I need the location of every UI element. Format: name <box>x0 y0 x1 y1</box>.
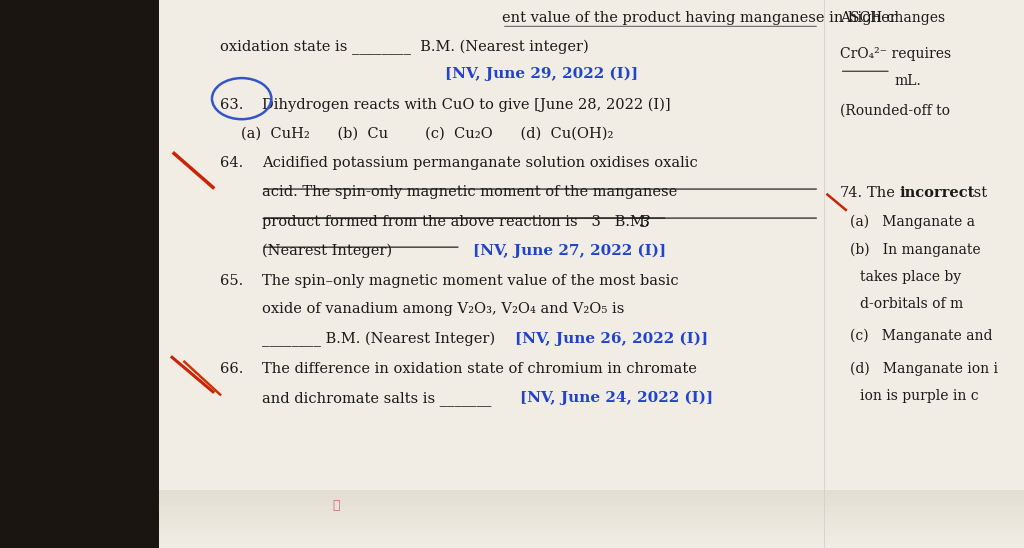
Text: 66.: 66. <box>220 362 244 376</box>
Bar <box>165 0 168 548</box>
Bar <box>162 0 165 548</box>
Bar <box>217 0 220 548</box>
Text: [NV, June 26, 2022 (I)]: [NV, June 26, 2022 (I)] <box>515 332 709 346</box>
Text: 3: 3 <box>640 214 650 231</box>
Text: 64.: 64. <box>220 156 244 170</box>
Text: (a)   Manganate a: (a) Manganate a <box>850 215 975 229</box>
Bar <box>214 0 217 548</box>
Bar <box>177 0 180 548</box>
Bar <box>159 521 1024 525</box>
Bar <box>159 506 1024 510</box>
Text: 65.: 65. <box>220 274 244 288</box>
Bar <box>186 0 189 548</box>
Bar <box>208 0 211 548</box>
Bar <box>159 517 1024 521</box>
Bar <box>159 536 1024 540</box>
Text: The: The <box>867 186 900 201</box>
Bar <box>171 0 174 548</box>
Bar <box>180 0 183 548</box>
Text: 74.: 74. <box>840 186 863 201</box>
Bar <box>159 490 1024 494</box>
Bar <box>159 513 1024 517</box>
Text: st: st <box>969 186 987 201</box>
Text: ion is purple in c: ion is purple in c <box>860 389 979 403</box>
Text: CrO₄²⁻ requires: CrO₄²⁻ requires <box>840 47 951 61</box>
Text: The difference in oxidation state of chromium in chromate: The difference in oxidation state of chr… <box>262 362 697 376</box>
Bar <box>189 0 193 548</box>
Text: The spin–only magnetic moment value of the most basic: The spin–only magnetic moment value of t… <box>262 274 679 288</box>
Bar <box>202 0 205 548</box>
Bar <box>193 0 196 548</box>
Text: (a)  CuH₂      (b)  Cu        (c)  Cu₂O      (d)  Cu(OH)₂: (a) CuH₂ (b) Cu (c) Cu₂O (d) Cu(OH)₂ <box>241 127 613 141</box>
Bar <box>159 525 1024 529</box>
Bar <box>159 0 162 548</box>
Text: Dihydrogen reacts with CuO to give [June 28, 2022 (I)]: Dihydrogen reacts with CuO to give [June… <box>262 98 671 112</box>
Text: 63.: 63. <box>220 98 244 112</box>
Bar <box>196 0 199 548</box>
Text: d-orbitals of m: d-orbitals of m <box>860 297 964 311</box>
Text: [NV, June 29, 2022 (I)]: [NV, June 29, 2022 (I)] <box>445 67 639 81</box>
Text: (Rounded-off to: (Rounded-off to <box>840 104 949 118</box>
Text: acid. The spin-only magnetic moment of the manganese: acid. The spin-only magnetic moment of t… <box>262 185 678 199</box>
Text: and dichromate salts is _______: and dichromate salts is _______ <box>262 391 492 406</box>
Bar <box>174 0 177 548</box>
Bar <box>159 540 1024 544</box>
Bar <box>168 0 171 548</box>
Bar <box>183 0 186 548</box>
Bar <box>159 0 1024 548</box>
Text: (d)   Manganate ion i: (d) Manganate ion i <box>850 362 998 376</box>
Text: oxidation state is ________  B.M. (Nearest integer): oxidation state is ________ B.M. (Neares… <box>220 39 589 55</box>
Text: product formed from the above reaction is   3   B.M.: product formed from the above reaction i… <box>262 215 649 229</box>
Text: (b)   In manganate: (b) In manganate <box>850 242 981 256</box>
Text: ✔: ✔ <box>333 499 340 512</box>
Text: [NV, June 27, 2022 (I)]: [NV, June 27, 2022 (I)] <box>473 244 667 258</box>
Text: [NV, June 24, 2022 (I)]: [NV, June 24, 2022 (I)] <box>520 391 714 405</box>
Text: ent value of the product having manganese in higher: ent value of the product having manganes… <box>502 11 896 25</box>
Text: oxide of vanadium among V₂O₃, V₂O₄ and V₂O₅ is: oxide of vanadium among V₂O₃, V₂O₄ and V… <box>262 302 625 317</box>
Text: takes place by: takes place by <box>860 270 962 284</box>
Bar <box>159 529 1024 533</box>
Text: (Nearest Integer): (Nearest Integer) <box>262 244 392 258</box>
Bar <box>211 0 214 548</box>
Bar <box>159 510 1024 513</box>
Text: incorrect: incorrect <box>899 186 975 201</box>
Bar <box>199 0 202 548</box>
Text: (c)   Manganate and: (c) Manganate and <box>850 329 992 343</box>
Bar <box>159 533 1024 536</box>
Text: Acidified potassium permanganate solution oxidises oxalic: Acidified potassium permanganate solutio… <box>262 156 698 170</box>
Bar <box>205 0 208 548</box>
Bar <box>159 544 1024 548</box>
Text: ASCH changes: ASCH changes <box>840 11 945 25</box>
Bar <box>159 498 1024 502</box>
Text: ________ B.M. (Nearest Integer): ________ B.M. (Nearest Integer) <box>262 332 496 347</box>
Bar <box>0 0 159 548</box>
Text: mL.: mL. <box>894 74 921 88</box>
Bar <box>159 502 1024 506</box>
Bar <box>159 494 1024 498</box>
